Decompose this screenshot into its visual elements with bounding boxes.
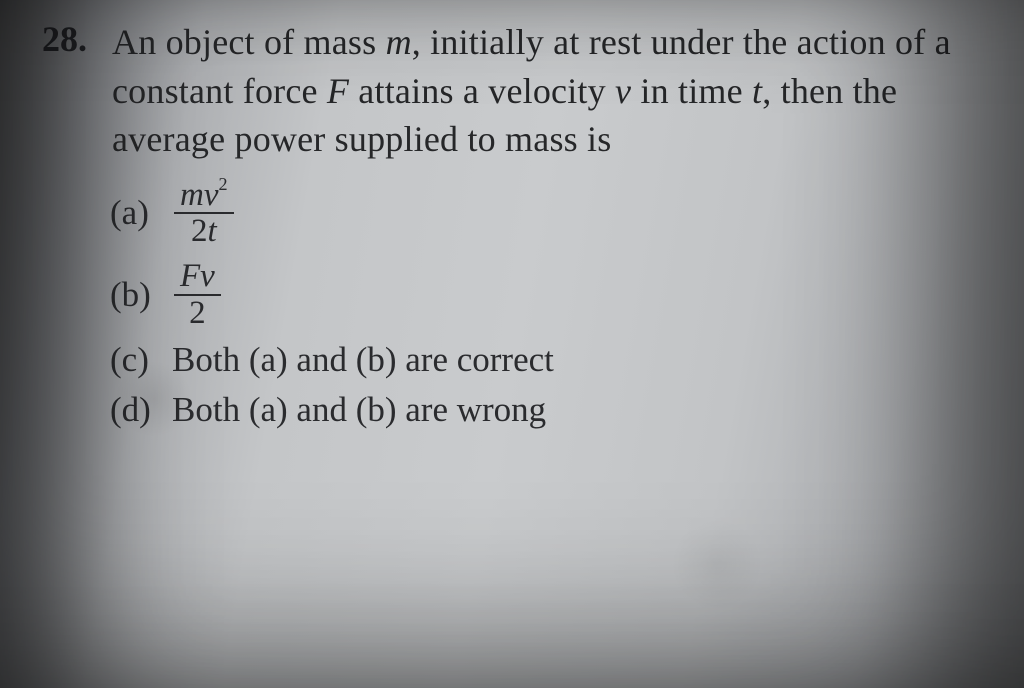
var-m: m — [386, 22, 412, 62]
option-b-fraction: Fv 2 — [174, 259, 221, 330]
option-b-label: (b) — [110, 275, 172, 315]
option-a-label: (a) — [110, 193, 172, 233]
options-list: (a) mv2 2t (b) Fv 2 (c) Both (a) and (b)… — [110, 178, 980, 431]
option-d: (d) Both (a) and (b) are wrong — [110, 390, 980, 430]
option-b-numerator: Fv — [174, 259, 221, 296]
question-text: An object of mass m, initially at rest u… — [112, 18, 980, 164]
question-number: 28. — [40, 18, 112, 60]
question-row: 28. An object of mass m, initially at re… — [40, 18, 980, 164]
question-block: 28. An object of mass m, initially at re… — [40, 0, 980, 440]
option-b-denominator: 2 — [183, 296, 212, 331]
option-a: (a) mv2 2t — [110, 178, 980, 249]
qtext-part-3: attains a velocity — [349, 71, 615, 111]
option-a-num-exp: 2 — [218, 174, 227, 194]
option-c-text: Both (a) and (b) are correct — [172, 340, 554, 380]
option-d-label: (d) — [110, 390, 172, 430]
option-c: (c) Both (a) and (b) are correct — [110, 340, 980, 380]
option-d-text: Both (a) and (b) are wrong — [172, 390, 546, 430]
option-b: (b) Fv 2 — [110, 259, 980, 330]
option-a-den-2: 2 — [191, 213, 208, 249]
option-a-den-t: t — [207, 213, 216, 249]
var-v: v — [615, 71, 631, 111]
option-a-numerator: mv2 — [174, 178, 234, 215]
option-a-fraction: mv2 2t — [174, 178, 234, 249]
qtext-part-4: in time — [631, 71, 752, 111]
var-F: F — [327, 71, 349, 111]
option-a-num-base: mv — [180, 177, 218, 213]
qtext-part-1: An object of mass — [112, 22, 386, 62]
option-a-denominator: 2t — [185, 214, 223, 249]
option-c-label: (c) — [110, 340, 172, 380]
var-t: t — [752, 71, 762, 111]
